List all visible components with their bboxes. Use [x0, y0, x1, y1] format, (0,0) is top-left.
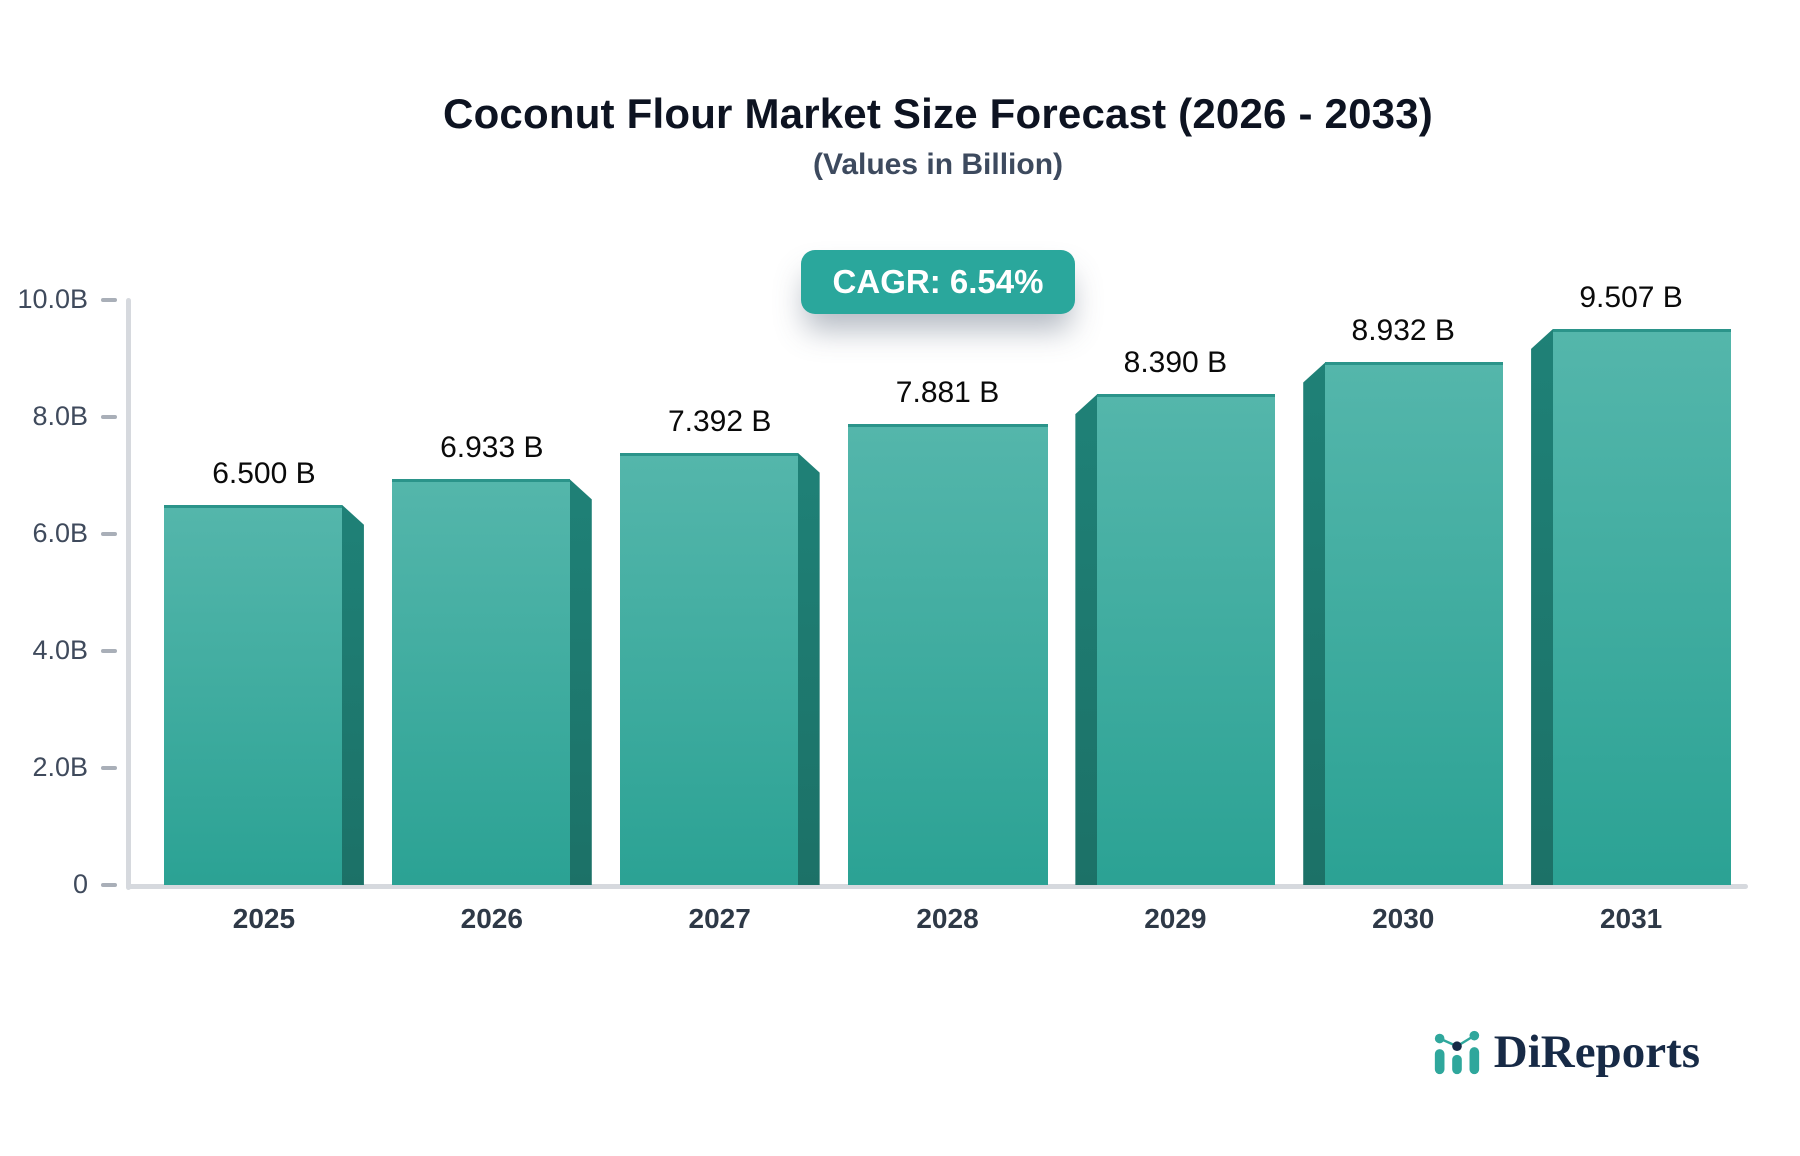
- cagr-badge: CAGR: 6.54%: [800, 250, 1076, 314]
- x-axis-label: 2027: [688, 903, 751, 934]
- x-axis-label: 2031: [1599, 903, 1663, 934]
- brand-logo: DiReports: [1430, 1026, 1700, 1078]
- y-tick-mark: [101, 883, 117, 887]
- bar-face: [1097, 394, 1276, 885]
- x-axis-label: 2028: [916, 903, 979, 934]
- bar-line-chart-icon: [1434, 1030, 1479, 1075]
- chart-title: Coconut Flour Market Size Forecast (2026…: [443, 90, 1433, 137]
- bar-bevel: [341, 504, 364, 885]
- bar-bevel: [569, 479, 592, 885]
- bar-2031: [1531, 328, 1732, 885]
- y-tick-mark: [101, 649, 117, 653]
- cagr-badge-row: CAGR: 6.54%: [130, 250, 1746, 314]
- bar-value-label: 8.390 B: [1123, 346, 1228, 380]
- bar-face: [163, 504, 342, 885]
- bar-bevel: [797, 452, 820, 885]
- y-tick-label: 10.0B: [17, 284, 88, 314]
- y-tick-label: 2.0B: [32, 752, 88, 782]
- bar-face: [1553, 328, 1732, 885]
- bar-face: [1325, 362, 1504, 885]
- bar-face: [619, 452, 798, 885]
- y-tick-label: 6.0B: [32, 518, 88, 548]
- bar-value-label: 7.881 B: [895, 375, 1000, 409]
- bar-bevel: [1303, 362, 1326, 885]
- bar-value-label: 8.932 B: [1351, 314, 1455, 348]
- bar-value-label: 7.392 B: [667, 404, 772, 438]
- bar-face: [847, 423, 1048, 885]
- y-tick-mark: [101, 766, 117, 770]
- bar-value-label: 6.500 B: [212, 456, 316, 490]
- y-tick-label: 4.0B: [32, 635, 88, 665]
- x-axis-label: 2025: [232, 903, 296, 934]
- bar-2030: [1303, 362, 1504, 885]
- y-tick-label: 8.0B: [32, 401, 88, 431]
- x-axis-label: 2030: [1372, 903, 1435, 934]
- bar-2025: [163, 504, 364, 885]
- y-tick-mark: [101, 532, 117, 536]
- bar-2027: [619, 452, 820, 885]
- y-tick-mark: [101, 415, 117, 419]
- bar-2028: [847, 423, 1048, 885]
- bar-2029: [1075, 394, 1276, 885]
- y-axis-line: [126, 298, 131, 890]
- brand-logo-text: DiReports: [1493, 1025, 1700, 1078]
- bar-value-label: 9.507 B: [1579, 280, 1683, 314]
- y-tick-mark: [101, 298, 117, 302]
- chart-subtitle: (Values in Billion): [812, 148, 1064, 181]
- bar-face: [391, 479, 570, 885]
- bar-bevel: [1075, 394, 1098, 885]
- bar-bevel: [1531, 328, 1554, 885]
- bar-value-label: 6.933 B: [440, 431, 544, 465]
- y-tick-label: 0: [72, 869, 88, 899]
- bar-2026: [391, 479, 592, 885]
- x-axis-label: 2029: [1144, 903, 1207, 934]
- x-axis-label: 2026: [460, 903, 523, 934]
- x-axis-line: [126, 884, 1748, 889]
